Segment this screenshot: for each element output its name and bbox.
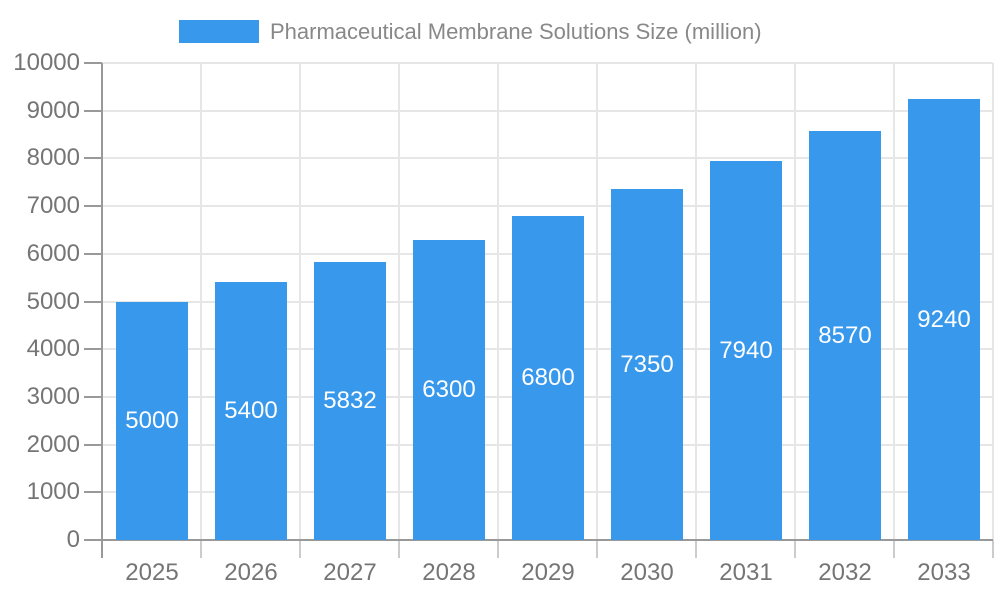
y-axis-label: 10000 [13, 49, 80, 76]
bar-value-label: 7350 [620, 350, 674, 378]
x-axis-tick [101, 540, 103, 558]
y-axis-tick [84, 205, 102, 208]
x-axis-tick [893, 540, 895, 558]
x-axis-tick [398, 540, 400, 558]
bar[interactable]: 8570 [809, 131, 881, 540]
y-axis-label: 0 [66, 526, 80, 553]
bar-value-label: 6300 [422, 375, 476, 403]
x-axis-label: 2031 [719, 559, 773, 586]
y-axis-tick [84, 252, 102, 255]
gridline-vertical [794, 63, 796, 540]
y-axis-label: 2000 [26, 430, 80, 458]
bar[interactable]: 7350 [611, 189, 683, 540]
bar-value-label: 9240 [917, 305, 971, 333]
bar[interactable]: 6300 [413, 239, 485, 540]
bar-value-label: 5832 [323, 386, 377, 414]
legend-marker-swatch [179, 20, 259, 43]
bar-value-label: 7940 [719, 336, 773, 364]
x-axis-label: 2032 [818, 559, 872, 586]
x-axis-tick [992, 540, 994, 558]
x-axis-tick [695, 540, 697, 558]
x-axis-label: 2026 [224, 559, 278, 586]
gridline-vertical [299, 63, 301, 540]
y-axis-label: 9000 [26, 96, 80, 124]
x-axis-tick [200, 540, 202, 558]
gridline-vertical [200, 63, 202, 540]
gridline-vertical [695, 63, 697, 540]
bar[interactable]: 7940 [710, 161, 782, 540]
x-axis-tick [794, 540, 796, 558]
gridline-vertical [893, 63, 895, 540]
y-axis-tick [84, 443, 102, 446]
y-axis-line [101, 63, 103, 558]
y-axis-label: 1000 [26, 478, 80, 506]
gridline-horizontal [102, 109, 993, 112]
x-axis-tick [299, 540, 301, 558]
gridline-vertical [497, 63, 499, 540]
bar[interactable]: 6800 [512, 215, 584, 540]
bar-value-label: 8570 [818, 321, 872, 349]
y-axis-tick [84, 348, 102, 351]
x-axis-label: 2029 [521, 559, 575, 586]
y-axis-label: 3000 [26, 382, 80, 410]
bar-value-label: 5400 [224, 397, 278, 425]
gridline-horizontal [102, 62, 993, 64]
y-axis-label: 8000 [26, 144, 80, 172]
gridline-vertical [398, 63, 400, 540]
x-axis-label: 2027 [323, 559, 377, 586]
x-axis-label: 2025 [125, 559, 179, 586]
bar[interactable]: 5832 [314, 261, 386, 540]
x-axis-tick [596, 540, 598, 558]
x-axis-label: 2028 [422, 559, 476, 586]
x-axis-label: 2030 [620, 559, 674, 586]
y-axis-tick [84, 62, 102, 64]
bar[interactable]: 5000 [116, 301, 188, 540]
gridline-vertical [992, 63, 994, 540]
bar[interactable]: 9240 [908, 99, 980, 540]
y-axis-label: 6000 [26, 239, 80, 267]
bar-value-label: 6800 [521, 363, 575, 391]
y-axis-tick [84, 157, 102, 160]
gridline-vertical [596, 63, 598, 540]
y-axis-tick [84, 395, 102, 398]
y-axis-tick [84, 300, 102, 303]
x-axis-tick [497, 540, 499, 558]
y-axis-tick [84, 491, 102, 494]
x-axis-label: 2033 [917, 559, 971, 586]
y-axis-label: 7000 [26, 192, 80, 220]
y-axis-label: 4000 [26, 335, 80, 363]
bar[interactable]: 5400 [215, 282, 287, 540]
y-axis-tick [84, 109, 102, 112]
y-axis-tick [84, 539, 102, 541]
legend-item[interactable]: Pharmaceutical Membrane Solutions Size (… [179, 20, 762, 43]
legend-label: Pharmaceutical Membrane Solutions Size (… [270, 19, 762, 44]
y-axis-label: 5000 [26, 287, 80, 315]
bar-value-label: 5000 [125, 406, 179, 434]
